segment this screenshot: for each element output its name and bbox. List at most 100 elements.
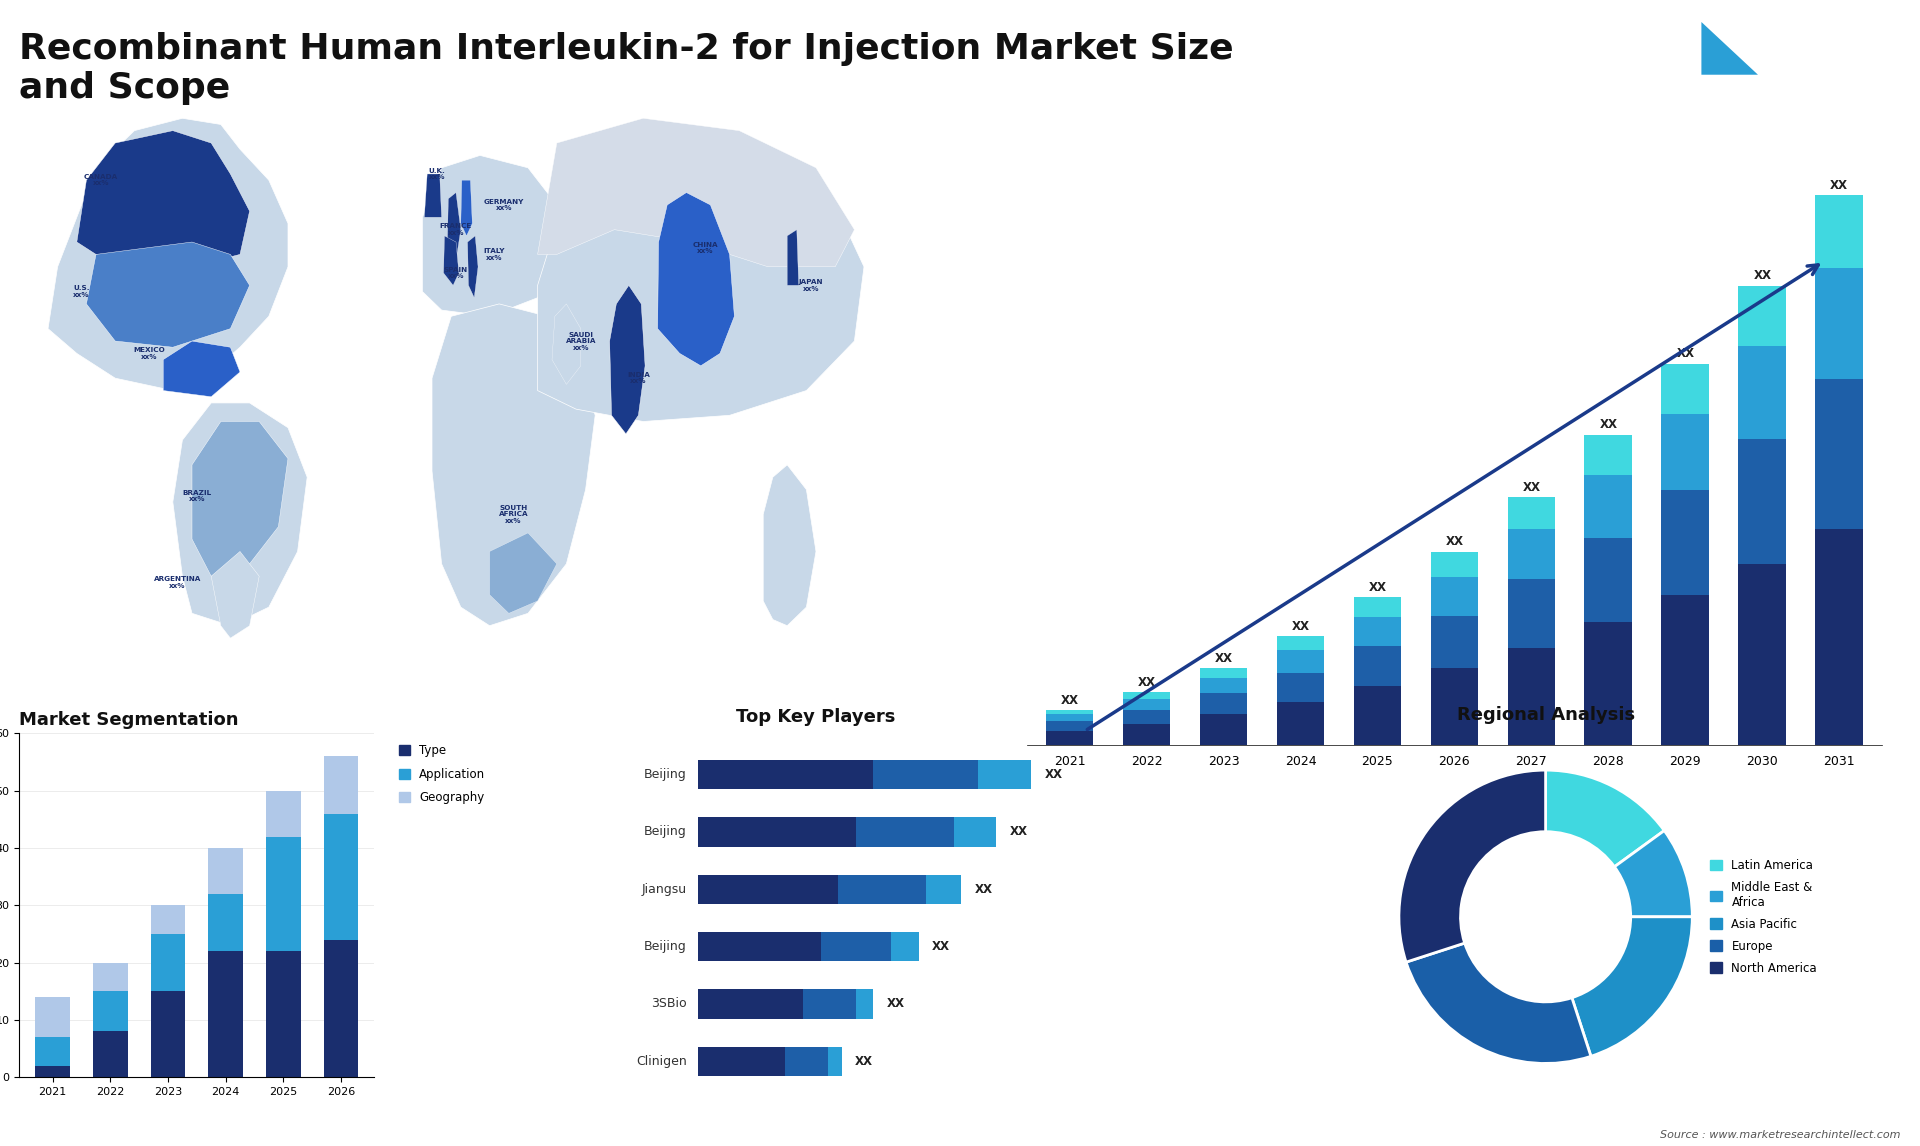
Bar bbox=[1816, 529, 1862, 745]
Title: Top Key Players: Top Key Players bbox=[735, 708, 897, 727]
Bar bbox=[828, 1046, 841, 1076]
Bar bbox=[1738, 564, 1786, 745]
Bar bbox=[1123, 711, 1171, 724]
Bar bbox=[1200, 693, 1248, 714]
Text: Beijing: Beijing bbox=[645, 940, 687, 953]
Bar bbox=[1123, 699, 1171, 711]
Polygon shape bbox=[553, 304, 580, 384]
Bar bbox=[1507, 529, 1555, 580]
Bar bbox=[1816, 268, 1862, 379]
Text: XX: XX bbox=[854, 1054, 874, 1068]
Bar bbox=[1046, 714, 1092, 721]
Polygon shape bbox=[444, 236, 459, 285]
Bar bbox=[1661, 595, 1709, 745]
Text: XX: XX bbox=[933, 940, 950, 953]
Bar bbox=[324, 940, 359, 1077]
Text: U.S.
xx%: U.S. xx% bbox=[73, 285, 90, 298]
Text: SOUTH
AFRICA
xx%: SOUTH AFRICA xx% bbox=[499, 505, 528, 524]
Polygon shape bbox=[192, 422, 288, 576]
Bar bbox=[1430, 668, 1478, 745]
Polygon shape bbox=[787, 229, 799, 285]
Legend: Type, Application, Geography: Type, Application, Geography bbox=[394, 739, 490, 809]
Polygon shape bbox=[173, 403, 307, 626]
Bar bbox=[697, 817, 856, 847]
Bar bbox=[1661, 414, 1709, 490]
Bar bbox=[267, 951, 301, 1077]
Text: XX: XX bbox=[1523, 481, 1540, 494]
Text: Clinigen: Clinigen bbox=[636, 1054, 687, 1068]
Bar bbox=[1661, 363, 1709, 414]
Polygon shape bbox=[422, 156, 566, 316]
Text: Beijing: Beijing bbox=[645, 768, 687, 782]
Bar bbox=[150, 905, 184, 934]
Bar bbox=[92, 991, 127, 1031]
Wedge shape bbox=[1405, 943, 1592, 1063]
Polygon shape bbox=[48, 118, 288, 391]
Bar bbox=[35, 997, 69, 1037]
Bar bbox=[837, 874, 925, 904]
Text: XX: XX bbox=[1010, 825, 1027, 839]
Text: XX: XX bbox=[1292, 620, 1309, 633]
Bar bbox=[1430, 576, 1478, 615]
Legend: Latin America, Middle East &
Africa, Asia Pacific, Europe, North America: Latin America, Middle East & Africa, Asi… bbox=[1705, 855, 1822, 979]
Bar bbox=[697, 989, 803, 1019]
Text: U.K.
xx%: U.K. xx% bbox=[428, 167, 445, 180]
Bar bbox=[1584, 622, 1632, 745]
Bar bbox=[785, 1046, 828, 1076]
Bar bbox=[267, 791, 301, 837]
Polygon shape bbox=[163, 342, 240, 397]
Polygon shape bbox=[432, 304, 595, 626]
Text: XX: XX bbox=[1446, 535, 1463, 548]
Polygon shape bbox=[764, 465, 816, 626]
Polygon shape bbox=[490, 533, 557, 613]
Bar bbox=[150, 991, 184, 1077]
Bar bbox=[1354, 646, 1402, 686]
Bar bbox=[979, 760, 1031, 790]
Bar bbox=[1816, 379, 1862, 529]
Polygon shape bbox=[1620, 22, 1701, 74]
Text: GERMANY
xx%: GERMANY xx% bbox=[484, 198, 524, 211]
Bar bbox=[1354, 686, 1402, 745]
Wedge shape bbox=[1572, 917, 1692, 1057]
Bar bbox=[1277, 650, 1325, 673]
Polygon shape bbox=[611, 285, 645, 434]
Wedge shape bbox=[1615, 831, 1692, 917]
Text: XX: XX bbox=[1676, 347, 1693, 360]
Text: Market Segmentation: Market Segmentation bbox=[19, 712, 238, 729]
Text: MEXICO
xx%: MEXICO xx% bbox=[132, 347, 165, 360]
Polygon shape bbox=[77, 131, 250, 267]
Bar bbox=[1816, 195, 1862, 268]
Bar bbox=[803, 989, 856, 1019]
Wedge shape bbox=[1546, 770, 1665, 866]
Bar bbox=[150, 934, 184, 991]
Text: ITALY
xx%: ITALY xx% bbox=[484, 249, 505, 260]
Bar bbox=[1277, 673, 1325, 701]
Bar bbox=[1430, 551, 1478, 576]
Bar bbox=[1507, 497, 1555, 529]
Polygon shape bbox=[538, 118, 854, 267]
Text: Jiangsu: Jiangsu bbox=[641, 882, 687, 896]
Bar bbox=[1354, 617, 1402, 646]
Text: Source : www.marketresearchintellect.com: Source : www.marketresearchintellect.com bbox=[1661, 1130, 1901, 1140]
Text: SAUDI
ARABIA
xx%: SAUDI ARABIA xx% bbox=[566, 331, 595, 351]
Bar bbox=[1507, 580, 1555, 647]
Text: Recombinant Human Interleukin-2 for Injection Market Size
and Scope: Recombinant Human Interleukin-2 for Inje… bbox=[19, 32, 1235, 105]
Bar bbox=[1738, 439, 1786, 564]
Text: MARKET
RESEARCH
INTELLECT: MARKET RESEARCH INTELLECT bbox=[1772, 30, 1832, 68]
Bar bbox=[1046, 731, 1092, 745]
Bar bbox=[1200, 678, 1248, 693]
Text: FRANCE
xx%: FRANCE xx% bbox=[440, 223, 472, 236]
Polygon shape bbox=[538, 143, 864, 422]
Polygon shape bbox=[424, 174, 442, 218]
Bar bbox=[1507, 647, 1555, 745]
Polygon shape bbox=[211, 551, 259, 638]
Bar bbox=[324, 756, 359, 814]
Bar bbox=[1354, 597, 1402, 617]
Bar bbox=[697, 932, 820, 961]
Text: 3SBio: 3SBio bbox=[651, 997, 687, 1011]
Bar bbox=[267, 837, 301, 951]
Bar bbox=[954, 817, 996, 847]
Bar bbox=[697, 760, 874, 790]
Polygon shape bbox=[461, 180, 472, 236]
Text: XX: XX bbox=[1369, 581, 1386, 594]
